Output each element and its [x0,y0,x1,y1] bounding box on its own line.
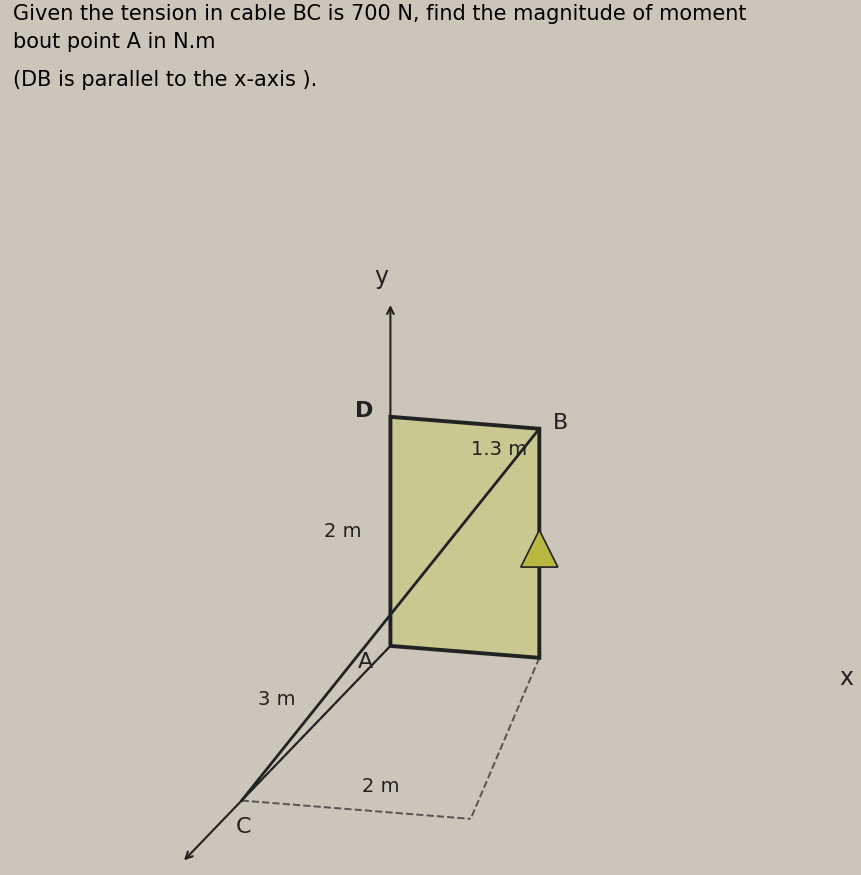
Text: C: C [236,816,251,836]
Text: Given the tension in cable BC is 700 N, find the magnitude of moment: Given the tension in cable BC is 700 N, … [13,4,746,24]
Polygon shape [390,416,539,658]
Text: bout point A in N.m: bout point A in N.m [13,32,215,52]
Text: z: z [160,872,173,875]
Text: y: y [375,264,388,289]
Polygon shape [521,530,558,567]
Text: 3 m: 3 m [258,690,295,710]
Text: x: x [839,667,853,690]
Text: 2 m: 2 m [362,777,400,796]
Text: A: A [358,652,373,672]
Text: B: B [553,413,568,433]
Text: (DB is parallel to the x-axis ).: (DB is parallel to the x-axis ). [13,70,317,90]
Text: D: D [355,401,373,421]
Text: 2 m: 2 m [325,522,362,541]
Text: 1.3 m: 1.3 m [471,440,527,459]
